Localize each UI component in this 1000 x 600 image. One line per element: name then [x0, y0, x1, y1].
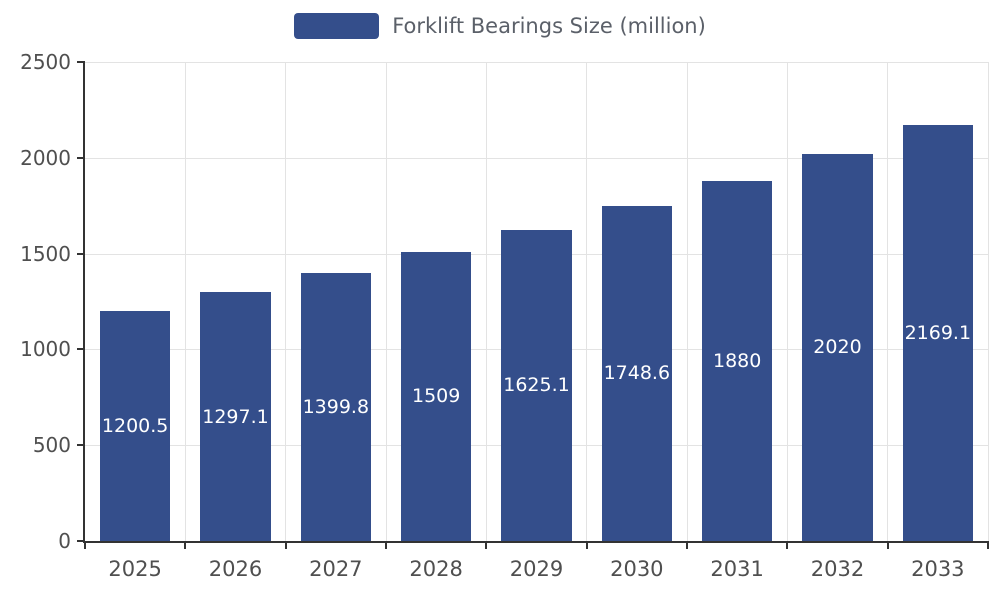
x-tick-label-2029: 2029: [509, 557, 564, 581]
legend-swatch-icon: [294, 13, 380, 39]
x-tick-mark: [987, 541, 989, 549]
x-tick-label-2028: 2028: [409, 557, 463, 581]
bar-value-label: 2020: [813, 336, 862, 359]
bar-2030: 1748.6: [601, 205, 672, 541]
bar-2028: 1509: [401, 251, 472, 541]
bar-rect: [200, 292, 271, 541]
bar-rect: [802, 153, 873, 541]
x-tick-label-2027: 2027: [309, 557, 363, 581]
y-tick-label: 2500: [20, 50, 71, 74]
x-tick-label-2026: 2026: [208, 557, 263, 581]
bar-rect: [601, 205, 672, 541]
bar-rect: [300, 272, 371, 541]
y-tick-label: 1000: [20, 337, 71, 362]
x-tick-mark: [284, 541, 287, 549]
bar-value-label: 1297.1: [202, 405, 269, 428]
gridline-vertical: [385, 62, 387, 541]
bar-rect: [100, 310, 171, 541]
y-axis-line: [83, 62, 85, 541]
x-tick-label-2030: 2030: [610, 557, 664, 581]
y-tick-label: 0: [58, 529, 71, 553]
bar-value-label: 1399.8: [302, 395, 370, 418]
plot-area: 0 500 1000 1500 2000 2500 1200.5 2025 1297.1 2026…: [20, 50, 989, 581]
bar-value-label: 2169.1: [904, 322, 972, 345]
gridline-vertical: [887, 62, 889, 541]
y-tick-mark: [77, 444, 85, 447]
bar-2033: 2169.1: [902, 125, 973, 541]
gridline-horizontal: [85, 157, 988, 159]
gridline-horizontal: [85, 62, 988, 63]
x-tick-mark: [686, 541, 688, 549]
y-tick-label: 2000: [20, 145, 71, 170]
gridline-vertical: [485, 62, 487, 541]
bar-2029: 1625.1: [501, 229, 572, 541]
x-tick-label-2025: 2025: [108, 557, 162, 581]
bar-value-label: 1509: [411, 385, 461, 408]
y-tick-mark: [77, 348, 85, 351]
bar-value-label: 1200.5: [101, 414, 169, 437]
y-tick-mark: [77, 61, 85, 63]
y-tick-mark: [77, 540, 85, 542]
x-tick-label-2031: 2031: [710, 557, 764, 581]
bar-rect: [702, 180, 773, 541]
bar-rect: [501, 229, 572, 541]
x-tick-mark: [585, 541, 588, 549]
x-tick-label-2032: 2032: [810, 557, 865, 581]
x-tick-mark: [786, 541, 789, 549]
chart-legend[interactable]: Forklift Bearings Size (million): [0, 13, 1000, 39]
bar-2025: 1200.5: [100, 310, 171, 541]
bar-rect: [902, 125, 973, 541]
bar-2027: 1399.8: [300, 272, 371, 541]
gridline-vertical: [786, 62, 788, 541]
bar-2026: 1297.1: [200, 292, 271, 541]
x-axis-line: [83, 541, 988, 543]
gridline-vertical: [586, 62, 588, 541]
x-tick-mark: [485, 541, 488, 549]
gridline-vertical: [686, 62, 688, 541]
bar-value-label: 1625.1: [503, 374, 570, 397]
y-tick-label: 500: [32, 433, 71, 458]
legend-label: Forklift Bearings Size (million): [392, 14, 706, 38]
y-tick-mark: [77, 156, 85, 159]
x-tick-mark: [84, 541, 86, 549]
x-tick-label-2033: 2033: [911, 557, 965, 581]
bar-2031: 1880: [702, 180, 773, 541]
gridline-vertical: [987, 62, 989, 541]
bar-2032: 2020: [802, 153, 873, 541]
x-tick-mark: [385, 541, 387, 549]
bar-value-label: 1880: [712, 349, 762, 372]
gridline-vertical: [285, 62, 287, 541]
bar-rect: [401, 251, 472, 541]
gridline-vertical: [184, 62, 186, 541]
x-tick-mark: [184, 541, 187, 549]
bar-value-label: 1748.6: [603, 362, 671, 385]
y-tick-mark: [77, 252, 85, 255]
y-tick-label: 1500: [20, 241, 71, 266]
x-tick-mark: [886, 541, 889, 549]
